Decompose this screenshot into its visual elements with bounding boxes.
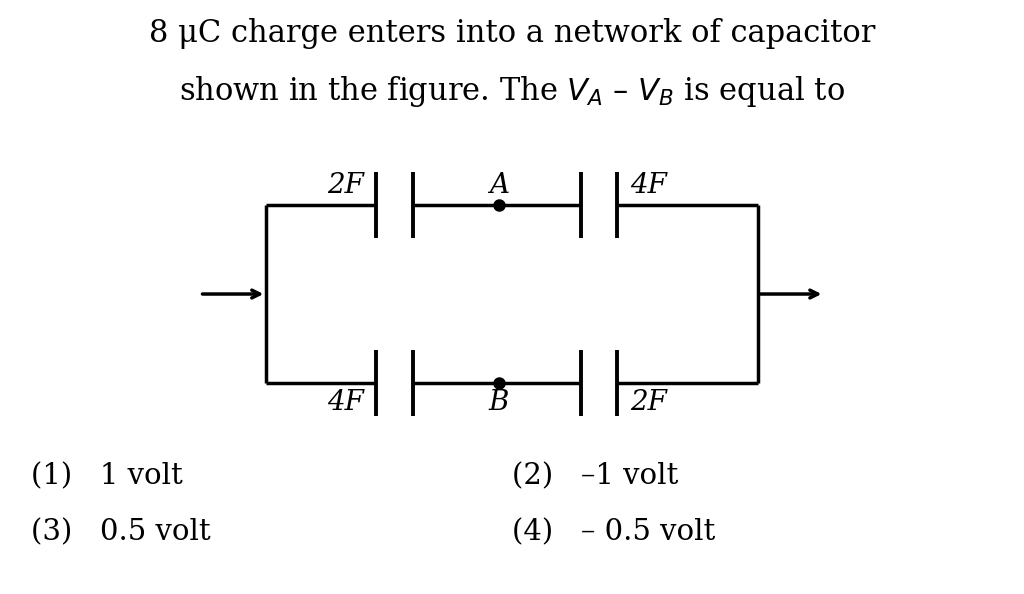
Text: 4F: 4F — [327, 389, 364, 416]
Text: (2)   –1 volt: (2) –1 volt — [512, 462, 678, 490]
Text: 2F: 2F — [630, 389, 667, 416]
Text: 2F: 2F — [327, 172, 364, 199]
Text: (1)   1 volt: (1) 1 volt — [31, 462, 182, 490]
Text: (3)   0.5 volt: (3) 0.5 volt — [31, 519, 210, 546]
Text: shown in the figure. The $V_A$ – $V_B$ is equal to: shown in the figure. The $V_A$ – $V_B$ i… — [179, 74, 845, 109]
Text: 4F: 4F — [630, 172, 667, 199]
Text: A: A — [488, 172, 509, 199]
Text: (4)   – 0.5 volt: (4) – 0.5 volt — [512, 519, 715, 546]
Text: 8 μC charge enters into a network of capacitor: 8 μC charge enters into a network of cap… — [148, 18, 876, 49]
Text: B: B — [488, 389, 509, 416]
